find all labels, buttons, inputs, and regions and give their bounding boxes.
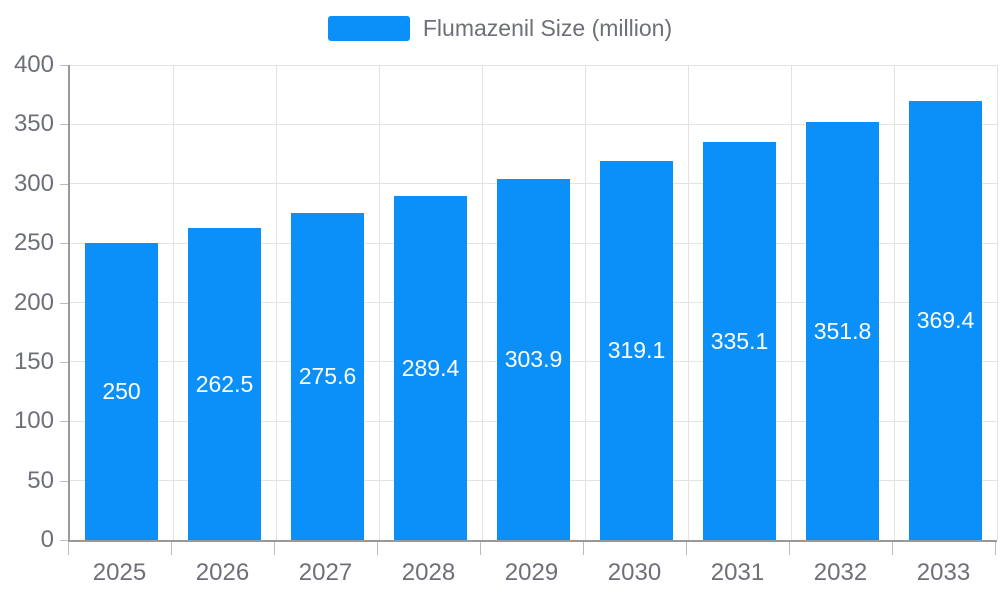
bar[interactable]: 369.4 [909,101,982,540]
bar[interactable]: 319.1 [600,161,673,540]
y-tick-label: 50 [27,466,54,494]
bar[interactable]: 262.5 [188,228,261,540]
x-tick-label: 2025 [92,559,147,586]
v-gridline [584,65,586,540]
y-tick-label: 300 [13,169,54,197]
y-axis-tick [60,243,68,245]
x-tick-label: 2033 [916,559,971,586]
v-gridline [790,65,792,540]
x-axis-tick [68,542,69,555]
bar-value-label: 351.8 [813,317,872,344]
x-axis-tick [274,542,275,555]
x-tick-label: 2030 [607,559,662,586]
h-gridline [70,123,997,125]
x-axis-tick [480,542,481,555]
bar[interactable]: 351.8 [806,122,879,540]
y-tick-label: 400 [13,51,54,78]
y-tick-label: 200 [13,288,54,316]
y-tick-label: 150 [13,347,54,375]
y-axis-tick [60,65,68,66]
x-tick-label: 2026 [195,559,250,586]
x-tick-label: 2028 [401,559,456,586]
y-axis-tick [60,183,68,185]
y-axis-tick [60,480,68,482]
y-axis-tick [60,421,68,423]
bar-value-label: 303.9 [504,346,563,373]
v-gridline [996,65,998,540]
v-gridline [172,65,174,540]
h-gridline [70,64,997,66]
x-axis-tick [583,542,584,555]
bar-value-label: 369.4 [916,307,975,334]
v-gridline [687,65,689,540]
v-gridline [275,65,277,540]
x-tick-label: 2029 [504,559,559,586]
x-axis-tick [171,542,172,555]
x-axis-tick [377,542,378,555]
plot-area: 250 262.5 275.6 289.4 303.9 319.1 335.1 351.8 36… [68,64,998,542]
legend-label: Flumazenil Size (million) [422,15,673,41]
y-tick-label: 100 [13,407,54,435]
y-axis-tick [60,302,68,304]
x-axis-tick [686,542,687,555]
bar[interactable]: 335.1 [703,142,776,540]
y-axis-tick [60,124,68,126]
x-axis-tick [789,542,790,555]
y-axis-tick [60,540,68,541]
x-axis-tick [892,542,893,555]
bar[interactable]: 303.9 [497,179,570,540]
v-gridline [893,65,895,540]
y-tick-label: 0 [40,526,54,553]
x-axis-tick [995,542,996,555]
bar[interactable]: 250 [85,243,158,540]
bar-value-label: 319.1 [607,337,666,364]
bar[interactable]: 289.4 [394,196,467,540]
bar-value-label: 275.6 [298,362,357,389]
bar[interactable]: 275.6 [291,212,364,540]
bar-value-label: 335.1 [710,327,769,354]
y-tick-label: 350 [13,110,54,138]
legend-item[interactable]: Flumazenil Size (million) [0,16,1000,41]
bar-value-label: 250 [102,378,141,405]
x-tick-label: 2032 [813,559,868,586]
bar-value-label: 289.4 [401,354,460,381]
bar-value-label: 262.5 [195,370,254,397]
x-tick-label: 2031 [710,559,765,586]
v-gridline [378,65,380,540]
x-tick-label: 2027 [298,559,353,586]
y-axis-tick [60,361,68,363]
y-tick-label: 250 [13,229,54,257]
v-gridline [481,65,483,540]
legend-swatch-icon [327,16,410,41]
